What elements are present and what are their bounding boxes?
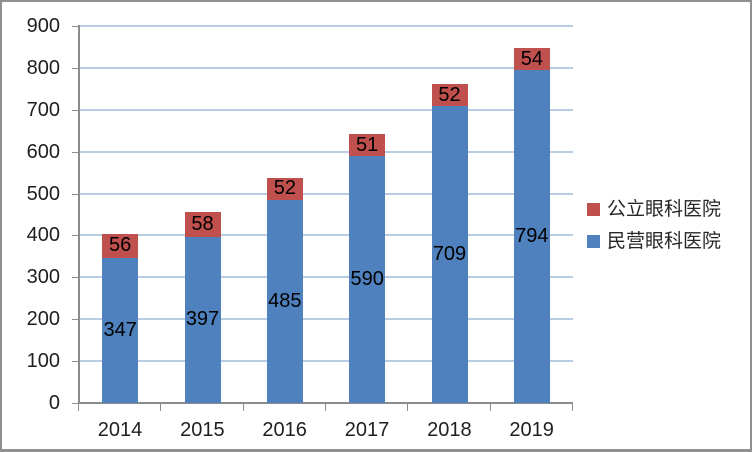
bar-2019-公立眼科医院: 54 (513, 47, 550, 71)
data-label-2014-公立眼科医院: 56 (109, 234, 132, 257)
gridline-500 (79, 192, 573, 195)
y-axis-label-900: 900 (26, 15, 60, 37)
x-axis-tick-5 (489, 403, 491, 411)
data-label-2018-民营眼科医院: 709 (432, 242, 467, 265)
y-axis-label-0: 0 (48, 392, 60, 414)
x-axis-label-2018: 2018 (427, 419, 472, 441)
gridline-600 (79, 150, 573, 153)
y-axis-label-500: 500 (26, 182, 60, 205)
legend-swatch-icon (587, 235, 600, 248)
y-axis-tick-100 (72, 361, 79, 363)
legend-swatch-icon (587, 203, 600, 216)
data-label-2016-公立眼科医院: 52 (273, 177, 296, 200)
bar-2016-公立眼科医院: 52 (266, 177, 303, 200)
x-axis-label-2016: 2016 (262, 419, 307, 441)
y-axis-tick-700 (72, 109, 79, 111)
data-label-2019-公立眼科医院: 54 (520, 47, 543, 70)
bar-2014-公立眼科医院: 56 (102, 234, 139, 258)
y-axis-tick-0 (72, 403, 79, 404)
data-label-2019-民营眼科医院: 794 (515, 225, 549, 248)
y-axis-tick-200 (72, 319, 79, 321)
bar-2017-公立眼科医院: 51 (349, 133, 386, 156)
y-axis-tick-600 (72, 151, 79, 153)
legend-label: 公立眼科医院 (607, 199, 722, 220)
x-axis-tick-6 (572, 403, 573, 411)
gridline-100 (79, 360, 573, 363)
x-axis-label-2014: 2014 (97, 419, 143, 441)
data-label-2018-公立眼科医院: 52 (438, 83, 461, 106)
y-axis-tick-900 (72, 26, 79, 27)
gridline-400 (79, 234, 573, 237)
y-axis-label-700: 700 (26, 98, 60, 121)
x-axis-tick-1 (160, 403, 162, 411)
gridline-800 (79, 66, 573, 69)
bar-2017-民营眼科医院: 590 (349, 155, 386, 403)
y-axis-label-300: 300 (26, 266, 60, 289)
gridline-900 (79, 25, 573, 27)
gridline-300 (79, 276, 573, 279)
x-axis-label-2019: 2019 (509, 419, 554, 441)
x-axis-tick-3 (325, 403, 326, 411)
x-axis-label-2015: 2015 (180, 419, 225, 441)
bar-2018-公立眼科医院: 52 (431, 83, 468, 106)
bar-2015-公立眼科医院: 58 (184, 212, 221, 237)
data-label-2017-公立眼科医院: 51 (356, 133, 379, 156)
gridline-200 (79, 318, 573, 321)
x-axis-tick-0 (78, 403, 79, 411)
y-axis-label-600: 600 (26, 140, 60, 163)
legend-label: 民营眼科医院 (607, 231, 722, 252)
legend-item-公立眼科医院: 公立眼科医院 (587, 200, 721, 219)
y-axis-tick-500 (72, 193, 79, 195)
x-axis-tick-2 (242, 403, 244, 411)
bar-2018-民营眼科医院: 709 (431, 106, 468, 403)
y-axis-line (78, 25, 80, 403)
gridline-700 (79, 108, 573, 111)
y-axis-tick-400 (72, 235, 79, 237)
bar-2015-民营眼科医院: 397 (184, 236, 221, 403)
data-label-2017-民营眼科医院: 590 (350, 267, 384, 290)
y-axis-tick-800 (72, 67, 79, 69)
y-axis-tick-300 (72, 277, 79, 279)
bar-2014-民营眼科医院: 347 (102, 257, 139, 403)
y-axis-label-400: 400 (26, 224, 60, 247)
y-axis-label-100: 100 (26, 350, 60, 373)
x-axis-label-2017: 2017 (344, 419, 390, 441)
data-label-2015-公立眼科医院: 58 (191, 213, 214, 236)
x-axis-tick-4 (407, 403, 409, 411)
data-label-2016-民营眼科医院: 485 (268, 289, 302, 312)
chart-legend: 公立眼科医院 民营眼科医院 (587, 200, 721, 264)
legend-item-民营眼科医院: 民营眼科医院 (587, 232, 721, 251)
y-axis-label-800: 800 (26, 56, 60, 79)
data-label-2014-民营眼科医院: 347 (103, 318, 137, 341)
bar-2016-民营眼科医院: 485 (266, 199, 303, 403)
y-axis-label-200: 200 (26, 308, 60, 331)
bar-2019-民营眼科医院: 794 (513, 70, 550, 403)
data-label-2015-民营眼科医院: 397 (185, 308, 220, 331)
